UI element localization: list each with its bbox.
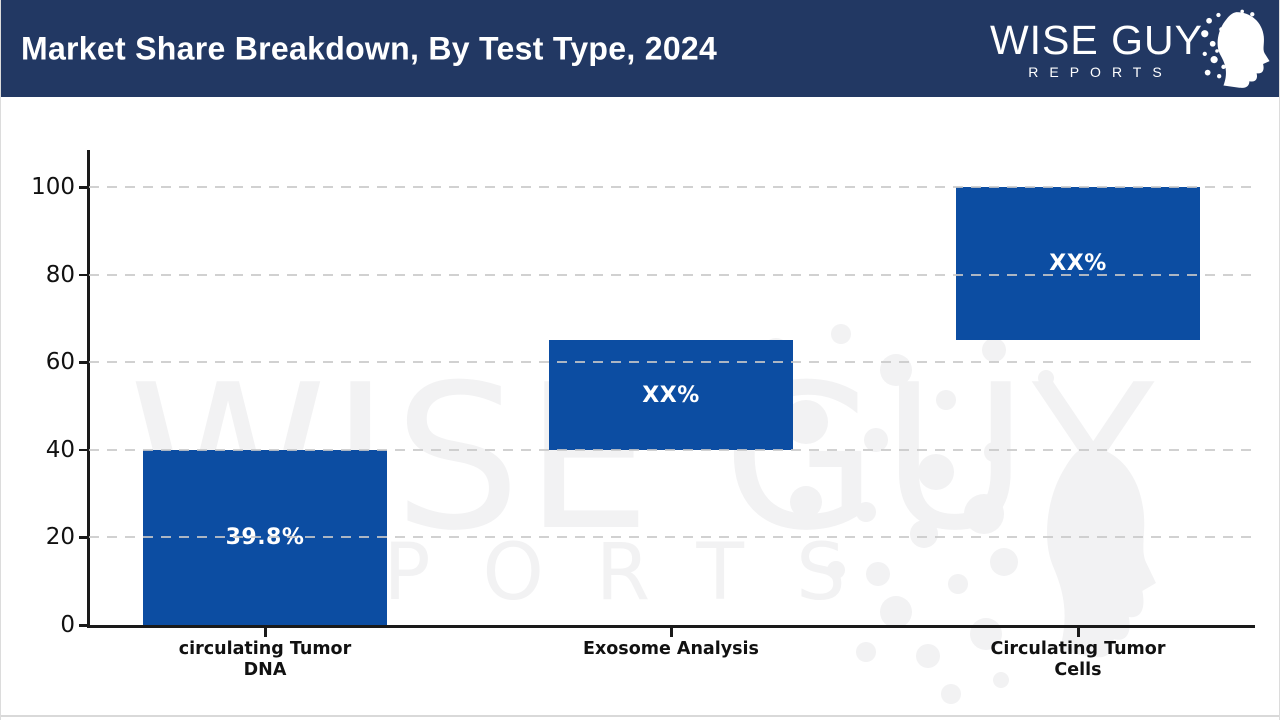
- x-category-label: circulating Tumor DNA: [178, 639, 352, 680]
- y-tick-mark: [79, 624, 88, 627]
- y-tick-label: 80: [45, 261, 75, 288]
- x-tick-mark: [1077, 628, 1080, 637]
- logo-wordmark: WISE GUY: [989, 17, 1203, 63]
- gridline: [89, 448, 1255, 451]
- logo-text: WISE GUY REPORTS: [990, 18, 1203, 80]
- x-axis-line: [87, 625, 1255, 628]
- y-tick-mark: [79, 186, 88, 189]
- x-category-label: Exosome Analysis: [583, 639, 759, 659]
- y-tick-label: 20: [45, 524, 75, 551]
- gridline: [89, 186, 1255, 188]
- y-tick-label: 0: [60, 612, 75, 638]
- bar-segment: XX%: [956, 187, 1200, 341]
- header-bar: Market Share Breakdown, By Test Type, 20…: [1, 0, 1279, 97]
- bottom-border: [1, 715, 1279, 717]
- y-tick-mark: [79, 273, 88, 277]
- gridline: [89, 273, 1255, 276]
- logo-subtext: REPORTS: [1028, 64, 1173, 80]
- x-category-label: Circulating Tumor Cells: [990, 639, 1166, 680]
- gridline: [89, 536, 1255, 539]
- bar-segment: XX%: [549, 340, 793, 450]
- y-tick-mark: [79, 536, 88, 539]
- y-tick-mark: [79, 361, 88, 364]
- y-tick-label: 60: [45, 349, 75, 376]
- y-axis-line: [87, 150, 90, 628]
- brand-logo: WISE GUY REPORTS: [990, 4, 1271, 93]
- x-tick-mark: [264, 628, 267, 637]
- page-title: Market Share Breakdown, By Test Type, 20…: [21, 30, 718, 66]
- bar-value-label: XX%: [642, 382, 700, 408]
- logo-face-icon: [1201, 9, 1270, 88]
- y-tick-label: 100: [31, 174, 75, 200]
- gridline: [89, 361, 1255, 364]
- bar-value-label: XX%: [1049, 251, 1107, 277]
- y-tick-mark: [79, 448, 88, 452]
- y-tick-label: 40: [45, 436, 75, 463]
- x-tick-mark: [670, 628, 673, 637]
